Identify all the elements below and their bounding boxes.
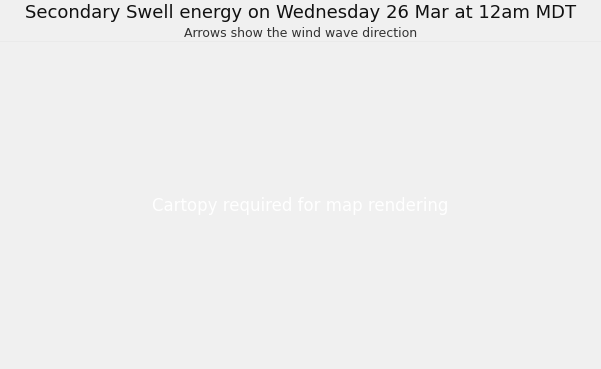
Text: Arrows show the wind wave direction: Arrows show the wind wave direction — [184, 27, 417, 39]
Text: Secondary Swell energy on Wednesday 26 Mar at 12am MDT: Secondary Swell energy on Wednesday 26 M… — [25, 4, 576, 22]
Text: Cartopy required for map rendering: Cartopy required for map rendering — [152, 197, 449, 215]
